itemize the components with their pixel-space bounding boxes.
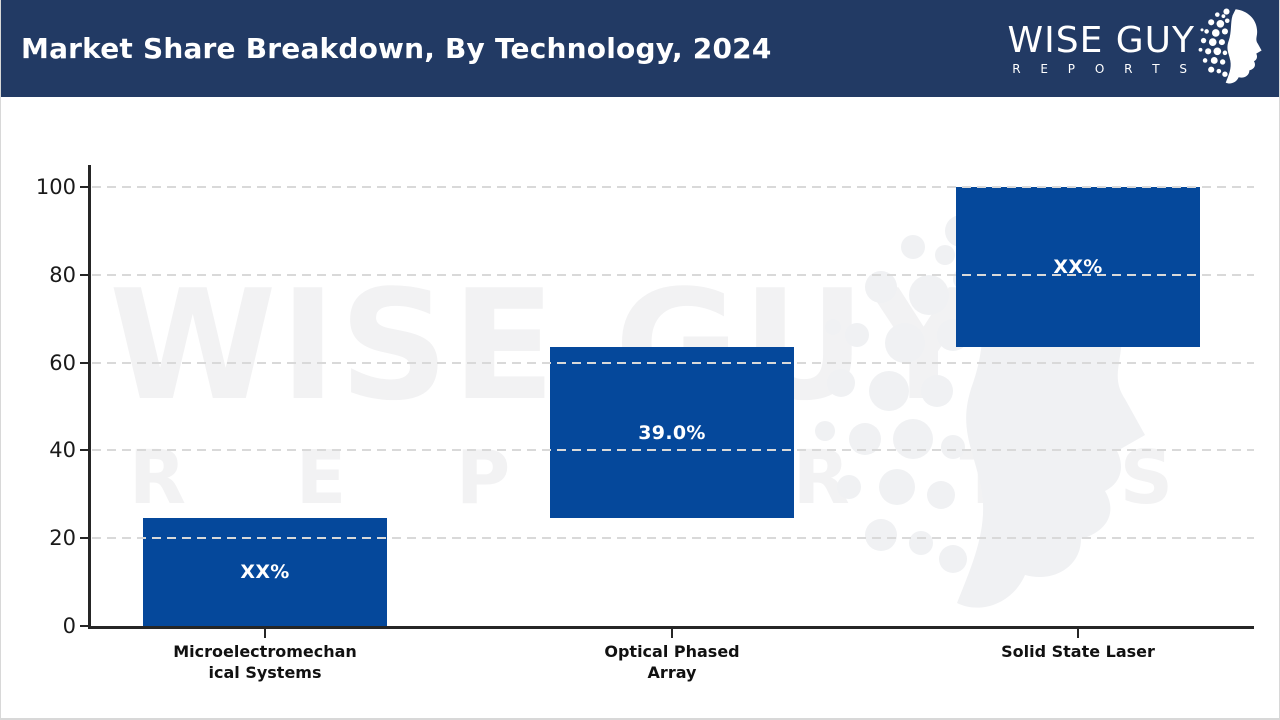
y-tick-40 xyxy=(80,449,89,452)
x-tick-label-line: Optical Phased xyxy=(604,642,740,661)
bar-value-label-2: 39.0% xyxy=(638,421,706,444)
y-tick-label-0: 0 xyxy=(62,614,76,638)
x-tick-label-line: Microelectromechan xyxy=(173,642,357,661)
bar-2: 39.0% xyxy=(550,347,794,519)
logo-text: WISE GUY R E P O R T S xyxy=(1007,19,1196,76)
x-tick-label-1: Microelectromechan ical Systems xyxy=(95,641,435,683)
wiseguy-logo: WISE GUY R E P O R T S xyxy=(1008,7,1268,91)
x-tick-label-line: Array xyxy=(647,663,697,682)
chart-area: WISE GUY R E P O R T S 020406080100XX%39… xyxy=(1,97,1279,718)
x-tick-label-line: ical Systems xyxy=(208,663,322,682)
x-tick-label-3: Solid State Laser xyxy=(908,641,1248,662)
x-tick-label-line: Solid State Laser xyxy=(1001,642,1155,661)
y-tick-label-40: 40 xyxy=(49,438,76,463)
logo-tagline: R E P O R T S xyxy=(1012,61,1195,76)
y-tick-60 xyxy=(80,361,89,364)
x-tick-3 xyxy=(1077,629,1079,638)
page-title: Market Share Breakdown, By Technology, 2… xyxy=(21,32,772,65)
y-tick-80 xyxy=(80,273,89,276)
gridline-40 xyxy=(92,449,1254,452)
y-tick-100 xyxy=(80,186,89,188)
gridline-20 xyxy=(92,537,1254,540)
y-tick-label-80: 80 xyxy=(49,262,76,287)
x-tick-2 xyxy=(671,629,673,638)
x-tick-label-2: Optical Phased Array xyxy=(502,641,842,683)
y-tick-20 xyxy=(80,537,89,540)
bar-value-label-1: XX% xyxy=(240,561,290,584)
x-axis-line xyxy=(88,626,1254,629)
header-bar: Market Share Breakdown, By Technology, 2… xyxy=(1,0,1279,97)
x-tick-1 xyxy=(264,629,266,638)
gridline-60 xyxy=(92,361,1254,364)
logo-name: WISE GUY xyxy=(1007,19,1195,61)
y-tick-0 xyxy=(80,625,89,627)
y-axis-line xyxy=(88,165,91,629)
y-tick-label-100: 100 xyxy=(35,175,76,199)
gridline-80 xyxy=(92,273,1254,276)
gridline-100 xyxy=(92,186,1254,188)
bar-3: XX% xyxy=(956,187,1200,348)
y-tick-label-20: 20 xyxy=(49,526,76,551)
y-tick-label-60: 60 xyxy=(49,350,76,375)
bar-1: XX% xyxy=(143,518,387,626)
